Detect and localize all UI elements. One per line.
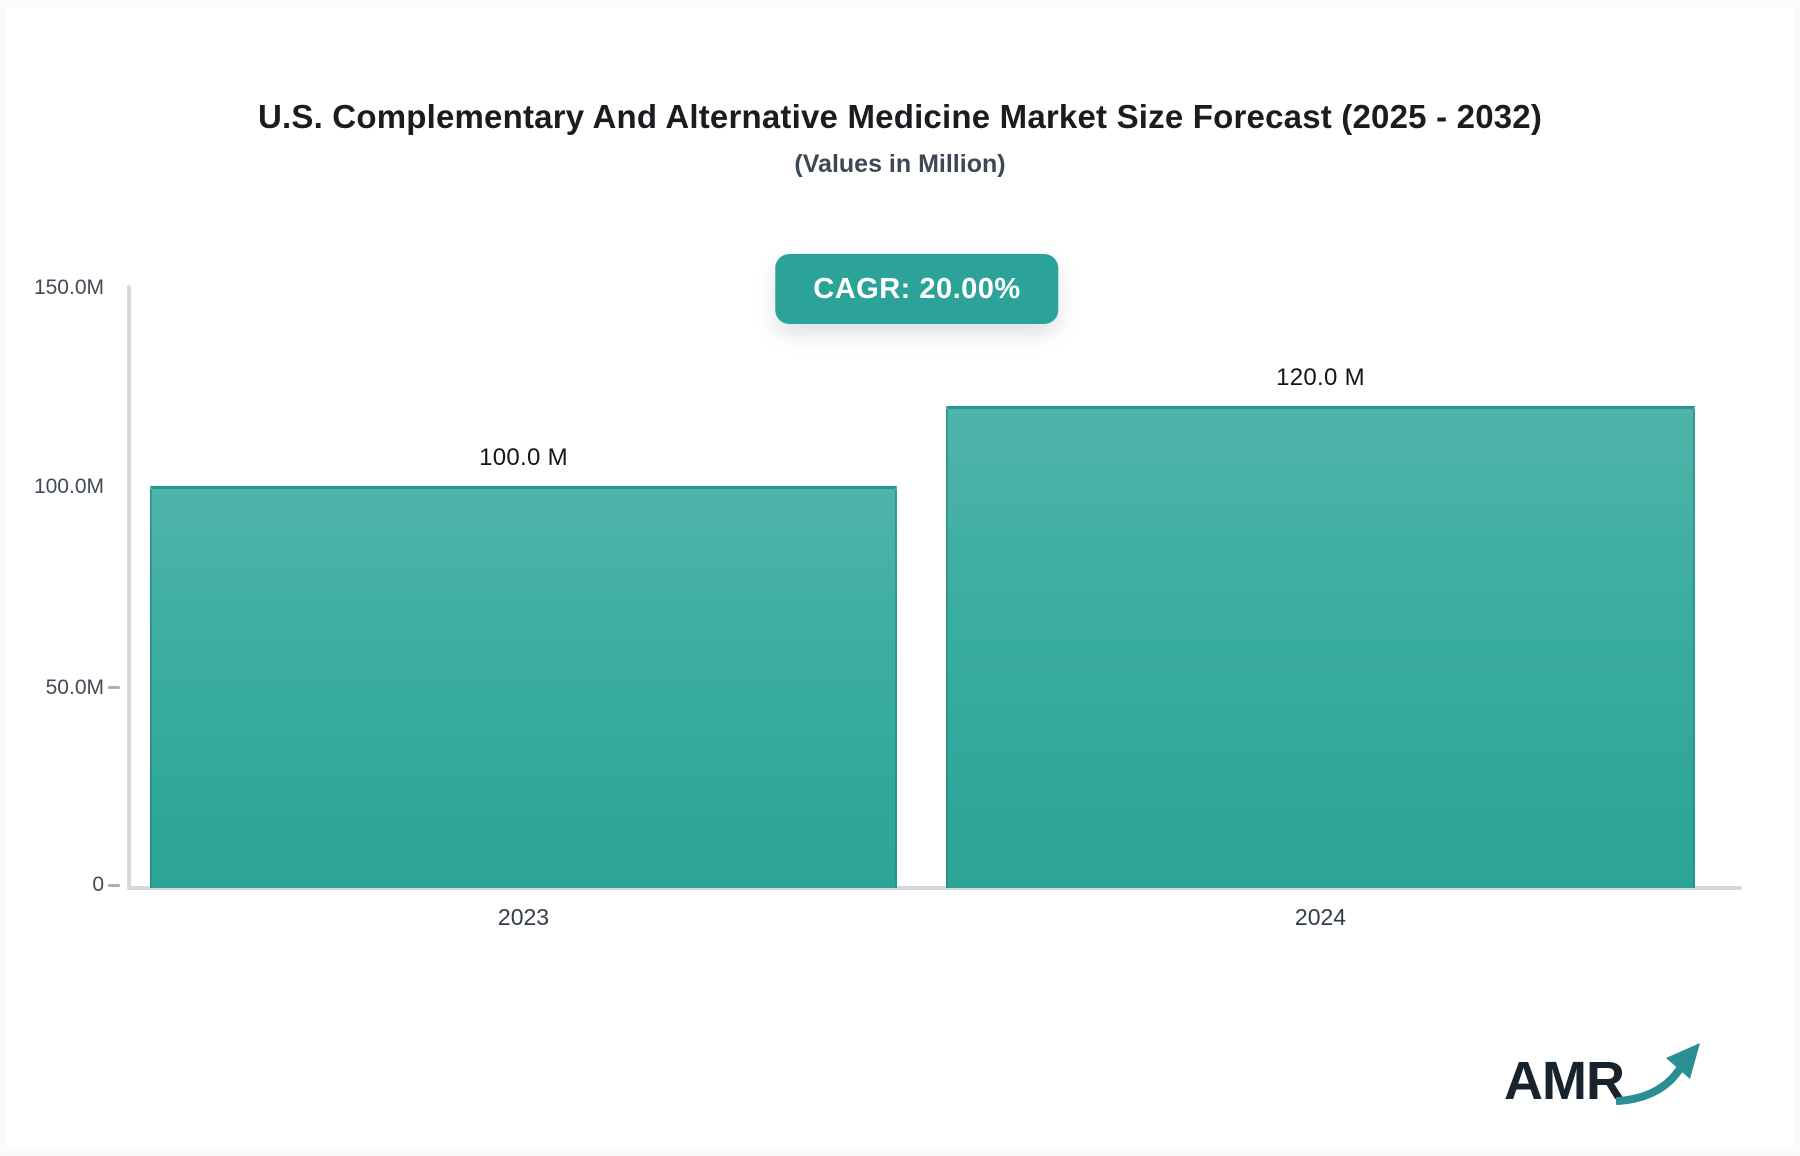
bar-group-2024: 120.0 M [946,364,1695,888]
bar-value-label-2024: 120.0 M [1276,364,1365,391]
y-axis-line [127,285,131,890]
bar-2023 [150,486,897,888]
chart-title: U.S. Complementary And Alternative Medic… [257,98,1543,135]
bar-value-label-2023: 100.0 M [479,444,568,471]
amr-logo-text: AMR [1504,1051,1625,1111]
x-axis-line [127,886,1742,890]
cagr-badge-label: CAGR: 20.00% [813,272,1021,305]
y-axis-tick-mark-50m [108,686,120,689]
amr-logo: AMR [1504,1042,1704,1110]
chart-subtitle: (Values in Million) [794,150,1006,178]
y-axis-tick-label-50m: 50.0M [45,676,104,699]
y-axis-tick-label-0: 0 [92,873,104,896]
y-axis-tick-mark-0 [108,884,120,887]
x-axis-label-2024: 2024 [1294,904,1347,930]
y-axis-tick-label-150m: 150.0M [33,276,104,299]
growth-arrow-icon [1616,1043,1700,1105]
x-axis-label-2023: 2023 [497,904,550,930]
bar-group-2023: 100.0 M [150,444,897,888]
cagr-badge: CAGR: 20.00% [775,254,1059,324]
bar-2024 [946,406,1695,888]
y-axis-tick-label-100m: 100.0M [33,475,104,498]
